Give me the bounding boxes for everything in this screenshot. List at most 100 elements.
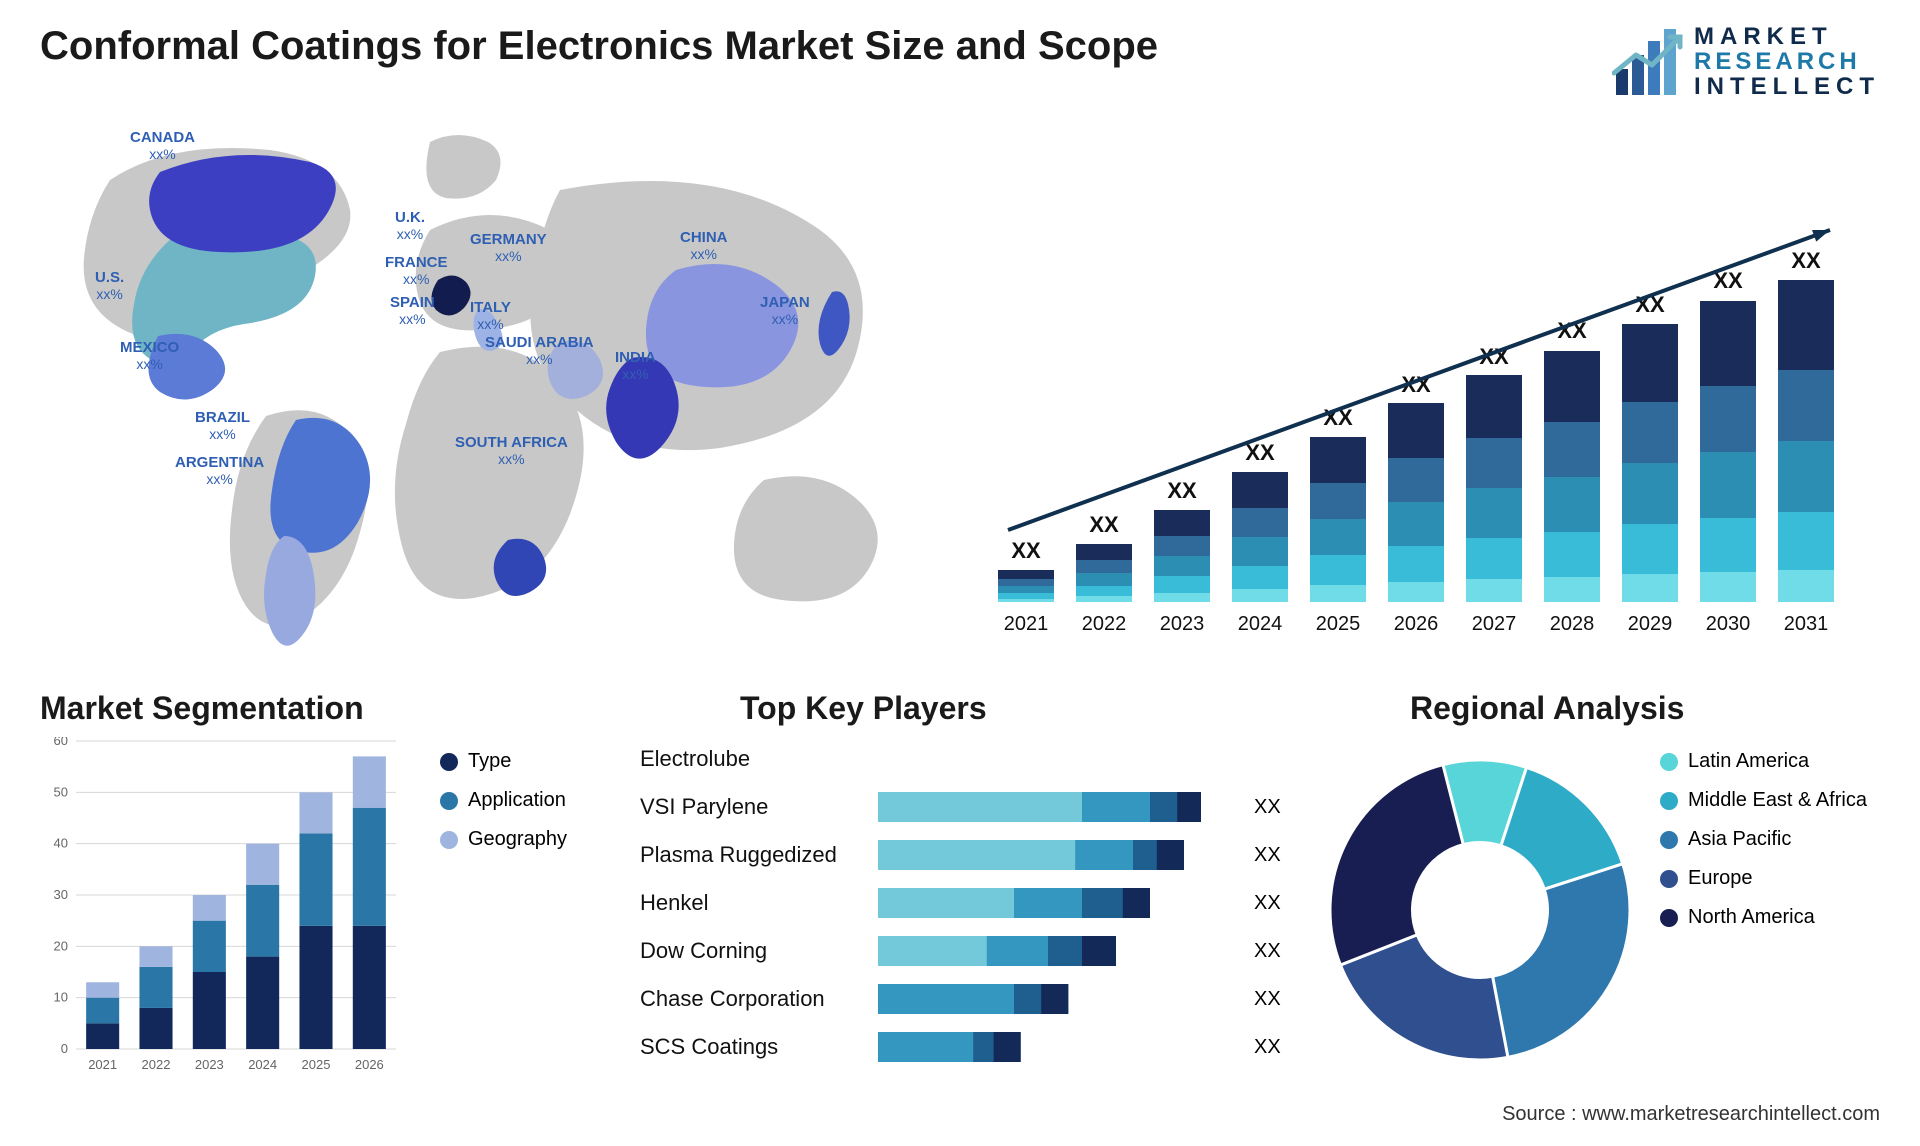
svg-text:2024: 2024 [1238, 613, 1283, 635]
key-player-row: Electrolube [640, 739, 1300, 779]
key-player-row: HenkelXX [640, 883, 1300, 923]
key-player-bar [878, 1032, 1238, 1062]
map-label-france: FRANCExx% [385, 255, 448, 287]
svg-text:50: 50 [54, 784, 68, 799]
key-player-bar [878, 936, 1238, 966]
regional-legend-item: Europe [1660, 867, 1867, 890]
map-label-brazil: BRAZILxx% [195, 410, 250, 442]
map-label-italy: ITALYxx% [470, 300, 511, 332]
key-player-label: Dow Corning [640, 938, 878, 964]
segmentation-bar-svg: 0 10 20 30 40 50 60 2021 2022 2023 2024 2025 2026 [40, 737, 400, 1077]
key-player-label: Henkel [640, 890, 878, 916]
segmentation-legend-item: Application [440, 789, 567, 812]
key-player-label: Plasma Ruggedized [640, 842, 878, 868]
source-citation: Source : www.marketresearchintellect.com [1502, 1103, 1880, 1126]
logo-line-3: INTELLECT [1694, 74, 1880, 99]
svg-text:0: 0 [61, 1041, 68, 1056]
key-players-title: Top Key Players [740, 690, 1300, 727]
key-player-bar [878, 984, 1238, 1014]
legend-swatch-icon [440, 792, 458, 810]
regional-legend-item: Middle East & Africa [1660, 789, 1867, 812]
svg-text:20: 20 [54, 938, 68, 953]
legend-swatch-icon [1660, 792, 1678, 810]
key-player-row: SCS Coatings XX [640, 1027, 1300, 1067]
map-label-spain: SPAINxx% [390, 295, 435, 327]
svg-text:2025: 2025 [302, 1057, 331, 1072]
legend-swatch-icon [440, 753, 458, 771]
map-label-india: INDIAxx% [615, 350, 656, 382]
svg-text:2026: 2026 [1394, 613, 1439, 635]
key-player-label: Electrolube [640, 746, 878, 772]
segmentation-legend-item: Type [440, 750, 567, 773]
map-label-u-k-: U.K.xx% [395, 210, 425, 242]
key-player-value: XX [1254, 1036, 1281, 1059]
regional-donut-svg [1320, 750, 1640, 1070]
logo-line-2: RESEARCH [1694, 49, 1880, 74]
svg-text:2025: 2025 [1316, 613, 1361, 635]
key-player-label: SCS Coatings [640, 1034, 878, 1060]
svg-text:2022: 2022 [1082, 613, 1127, 635]
key-player-bar [878, 840, 1238, 870]
key-player-bar [878, 888, 1238, 918]
map-label-canada: CANADAxx% [130, 130, 195, 162]
regional-legend-item: North America [1660, 906, 1867, 929]
legend-label: Application [468, 789, 566, 812]
svg-text:60: 60 [54, 737, 68, 748]
market-segmentation-panel: Market Segmentation 0 10 20 30 40 50 60 2021 202… [40, 690, 600, 1077]
segmentation-title: Market Segmentation [40, 690, 600, 727]
svg-text:10: 10 [54, 990, 68, 1005]
map-label-japan: JAPANxx% [760, 295, 810, 327]
svg-text:2021: 2021 [1004, 613, 1049, 635]
svg-text:2023: 2023 [1160, 613, 1205, 635]
legend-swatch-icon [1660, 831, 1678, 849]
map-label-south-africa: SOUTH AFRICAxx% [455, 435, 568, 467]
svg-text:XX: XX [1011, 538, 1041, 563]
svg-text:2021: 2021 [88, 1057, 117, 1072]
regional-analysis-panel: Regional Analysis Latin AmericaMiddle Ea… [1320, 690, 1880, 727]
legend-swatch-icon [1660, 753, 1678, 771]
key-player-value: XX [1254, 844, 1281, 867]
legend-swatch-icon [1660, 909, 1678, 927]
svg-text:30: 30 [54, 887, 68, 902]
key-player-bar [878, 792, 1238, 822]
world-map-panel: CANADAxx%U.S.xx%MEXICOxx%BRAZILxx%ARGENT… [40, 120, 940, 650]
key-player-value: XX [1254, 940, 1281, 963]
svg-text:2029: 2029 [1628, 613, 1673, 635]
key-player-value: XX [1254, 988, 1281, 1011]
svg-text:2027: 2027 [1472, 613, 1517, 635]
key-player-label: Chase Corporation [640, 986, 878, 1012]
key-player-row: Dow Corning XX [640, 931, 1300, 971]
legend-label: Asia Pacific [1688, 828, 1791, 851]
world-map-svg [40, 120, 940, 650]
brand-logo: MARKET RESEARCH INTELLECT [1612, 24, 1880, 100]
svg-text:40: 40 [54, 836, 68, 851]
segmentation-legend: TypeApplicationGeography [440, 750, 567, 867]
svg-text:2026: 2026 [355, 1057, 384, 1072]
map-label-germany: GERMANYxx% [470, 232, 547, 264]
map-label-saudi-arabia: SAUDI ARABIAxx% [485, 335, 594, 367]
key-players-panel: Top Key Players Electrolube VSI Parylene X… [640, 690, 1300, 1075]
regional-legend-item: Latin America [1660, 750, 1867, 773]
svg-text:2022: 2022 [142, 1057, 171, 1072]
regional-legend-item: Asia Pacific [1660, 828, 1867, 851]
logo-bars-icon [1612, 25, 1686, 99]
page-title: Conformal Coatings for Electronics Marke… [40, 24, 1158, 69]
key-player-row: Plasma Ruggedized XX [640, 835, 1300, 875]
svg-text:2028: 2028 [1550, 613, 1595, 635]
regional-legend: Latin America Middle East & Africa Asia Pa… [1660, 750, 1867, 945]
svg-text:2023: 2023 [195, 1057, 224, 1072]
map-label-china: CHINAxx% [680, 230, 728, 262]
key-player-label: VSI Parylene [640, 794, 878, 820]
svg-text:2030: 2030 [1706, 613, 1751, 635]
legend-swatch-icon [1660, 870, 1678, 888]
legend-label: Latin America [1688, 750, 1809, 773]
legend-label: Middle East & Africa [1688, 789, 1867, 812]
svg-text:2024: 2024 [248, 1057, 277, 1072]
legend-label: North America [1688, 906, 1815, 929]
legend-label: Europe [1688, 867, 1753, 890]
key-player-value: XX [1254, 796, 1281, 819]
key-player-row: Chase Corporation XX [640, 979, 1300, 1019]
map-label-mexico: MEXICOxx% [120, 340, 179, 372]
key-player-row: VSI Parylene XX [640, 787, 1300, 827]
map-label-argentina: ARGENTINAxx% [175, 455, 264, 487]
